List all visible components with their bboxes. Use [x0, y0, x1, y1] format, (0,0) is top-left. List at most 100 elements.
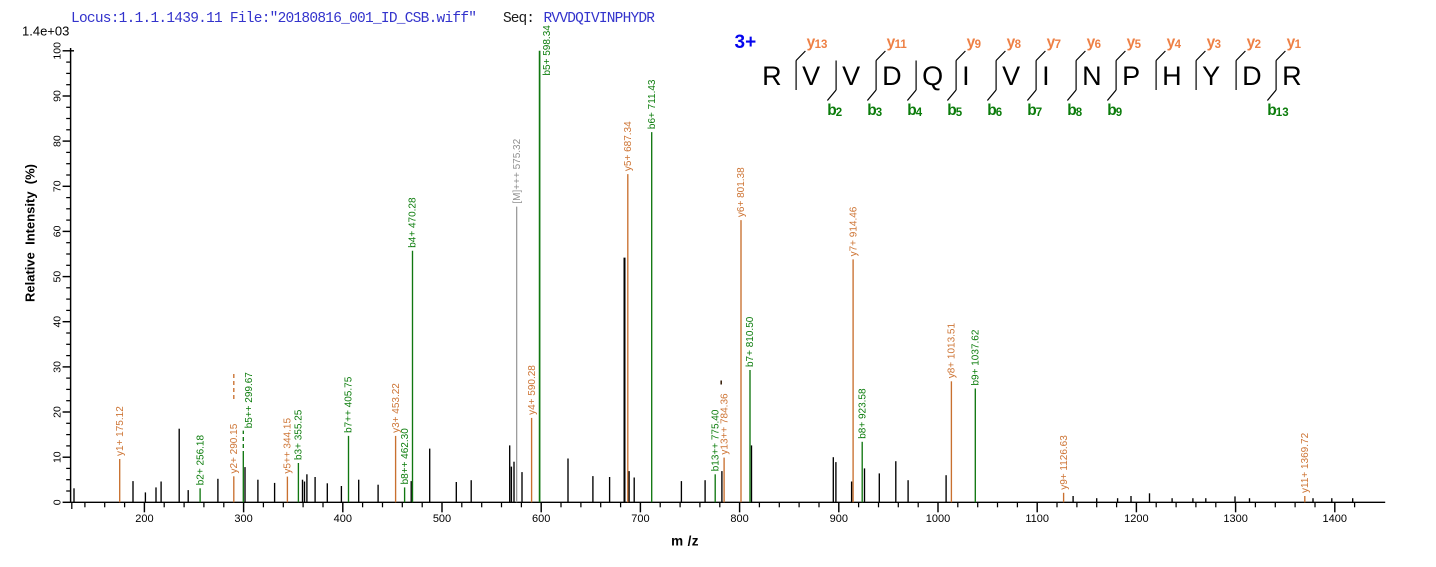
- svg-text:RVVDQIVINPHYDR: RVVDQIVINPHYDR: [544, 11, 656, 27]
- svg-text:y4+ 590.28: y4+ 590.28: [527, 365, 538, 415]
- svg-text:y9+ 1126.63: y9+ 1126.63: [1059, 435, 1070, 490]
- svg-text:y: y: [1287, 34, 1296, 51]
- svg-text:b: b: [907, 102, 916, 119]
- svg-text:Y: Y: [1202, 61, 1220, 91]
- svg-text:I: I: [1042, 61, 1050, 91]
- svg-text:y: y: [1007, 34, 1016, 51]
- svg-text:8: 8: [1076, 107, 1083, 119]
- svg-text:1: 1: [1295, 39, 1302, 51]
- svg-text:3: 3: [876, 107, 882, 119]
- svg-text:b: b: [1027, 102, 1036, 119]
- svg-text:R: R: [1282, 61, 1302, 91]
- svg-text:11: 11: [895, 39, 908, 51]
- svg-text:y: y: [807, 34, 816, 51]
- svg-text:10: 10: [52, 451, 64, 463]
- svg-text:900: 900: [830, 513, 848, 525]
- svg-text:5: 5: [1135, 39, 1142, 51]
- svg-text:9: 9: [975, 39, 981, 51]
- svg-text:1400: 1400: [1323, 513, 1347, 525]
- svg-text:y: y: [1167, 34, 1176, 51]
- svg-text:b13++ 775.40: b13++ 775.40: [710, 409, 721, 471]
- svg-text:b: b: [1267, 102, 1276, 119]
- svg-text:b: b: [987, 102, 996, 119]
- svg-text:70: 70: [52, 180, 64, 192]
- svg-text:m /z: m /z: [671, 534, 699, 549]
- svg-text:N: N: [1082, 61, 1102, 91]
- svg-text:8: 8: [1015, 39, 1022, 51]
- svg-text:1.4e+03: 1.4e+03: [22, 24, 69, 39]
- svg-text:13: 13: [815, 39, 828, 51]
- svg-text:4: 4: [1175, 39, 1182, 51]
- svg-text:y6+ 801.38: y6+ 801.38: [736, 167, 747, 217]
- svg-text:20: 20: [52, 406, 64, 418]
- svg-text:b5++ 299.67: b5++ 299.67: [244, 372, 255, 429]
- svg-text:y13++ 784.36: y13++ 784.36: [719, 393, 730, 455]
- svg-text:6: 6: [1095, 39, 1101, 51]
- svg-text:y: y: [887, 34, 896, 51]
- svg-text:6: 6: [996, 107, 1002, 119]
- svg-text:b7+ 810.50: b7+ 810.50: [745, 316, 756, 367]
- svg-text:4: 4: [916, 107, 923, 119]
- svg-text:7: 7: [1055, 39, 1061, 51]
- svg-text:y8+ 1013.51: y8+ 1013.51: [947, 323, 958, 379]
- svg-text:V: V: [802, 61, 820, 91]
- svg-text:1300: 1300: [1223, 513, 1247, 525]
- svg-text:1000: 1000: [926, 513, 950, 525]
- svg-text:y: y: [1087, 34, 1096, 51]
- svg-text:y: y: [1127, 34, 1136, 51]
- svg-text:50: 50: [52, 271, 64, 283]
- svg-text:y: y: [1207, 34, 1216, 51]
- svg-text:b5+ 598.34: b5+ 598.34: [542, 25, 553, 76]
- svg-text:R: R: [762, 61, 782, 91]
- svg-text:2: 2: [836, 107, 842, 119]
- svg-text:y: y: [1047, 34, 1056, 51]
- svg-text:V: V: [842, 61, 860, 91]
- svg-text:y11+ 1369.72: y11+ 1369.72: [1300, 432, 1311, 493]
- svg-text:b: b: [947, 102, 956, 119]
- svg-text:400: 400: [334, 513, 352, 525]
- svg-text:y7+ 914.46: y7+ 914.46: [848, 206, 859, 256]
- svg-text:P: P: [1122, 61, 1140, 91]
- svg-text:b: b: [867, 102, 876, 119]
- svg-text:b3+ 355.25: b3+ 355.25: [294, 409, 305, 460]
- svg-text:9: 9: [1116, 107, 1122, 119]
- svg-text:I: I: [962, 61, 970, 91]
- svg-text:1200: 1200: [1124, 513, 1148, 525]
- svg-text:Seq:: Seq:: [503, 11, 535, 27]
- svg-text:Relative Intensity (%): Relative Intensity (%): [23, 164, 38, 302]
- svg-text:b9+ 1037.62: b9+ 1037.62: [971, 329, 982, 385]
- svg-text:Q: Q: [922, 61, 943, 91]
- svg-text:y: y: [967, 34, 976, 51]
- svg-text:D: D: [882, 61, 902, 91]
- svg-text:b8+ 923.58: b8+ 923.58: [857, 388, 868, 439]
- svg-text:0: 0: [52, 499, 64, 505]
- svg-text:7: 7: [1036, 107, 1042, 119]
- svg-text:80: 80: [52, 135, 64, 147]
- svg-text:b2+ 256.18: b2+ 256.18: [195, 435, 206, 486]
- svg-text:b: b: [1107, 102, 1116, 119]
- svg-text:5: 5: [956, 107, 963, 119]
- svg-text:H: H: [1162, 61, 1182, 91]
- svg-text:b6+ 711.43: b6+ 711.43: [647, 79, 658, 129]
- svg-text:1100: 1100: [1025, 513, 1049, 525]
- svg-text:100: 100: [52, 42, 64, 60]
- svg-text:30: 30: [52, 361, 64, 373]
- svg-text:3: 3: [1215, 39, 1221, 51]
- svg-text:y5++ 344.15: y5++ 344.15: [283, 418, 294, 474]
- svg-text:b7++ 405.75: b7++ 405.75: [344, 376, 355, 433]
- svg-text:500: 500: [433, 513, 451, 525]
- svg-text:y3+ 453.22: y3+ 453.22: [391, 383, 402, 433]
- svg-text:200: 200: [135, 513, 153, 525]
- svg-text:b4+ 470.28: b4+ 470.28: [408, 197, 419, 248]
- svg-text:3+: 3+: [735, 32, 757, 53]
- svg-text:300: 300: [234, 513, 252, 525]
- svg-text:[M]+++ 575.32: [M]+++ 575.32: [512, 138, 523, 203]
- svg-text:b8++ 462.30: b8++ 462.30: [400, 428, 411, 485]
- svg-text:40: 40: [52, 316, 64, 328]
- svg-text:600: 600: [532, 513, 550, 525]
- svg-text:b: b: [827, 102, 836, 119]
- svg-text:700: 700: [631, 513, 649, 525]
- svg-text:800: 800: [730, 513, 748, 525]
- svg-text:y5+ 687.34: y5+ 687.34: [623, 121, 634, 171]
- svg-text:y1+ 175.12: y1+ 175.12: [115, 406, 126, 456]
